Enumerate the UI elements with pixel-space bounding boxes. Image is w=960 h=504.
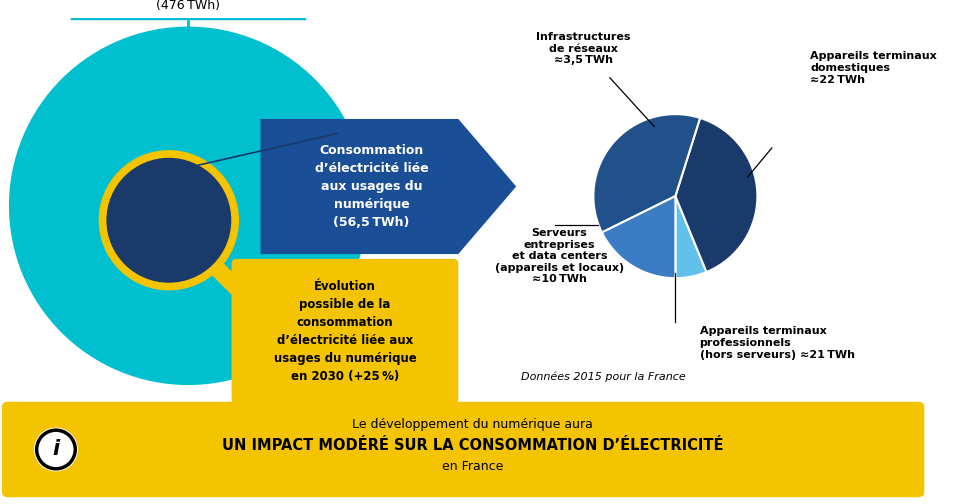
Text: Consommation
d’électricité liée
aux usages du
numérique
(56,5 TWh): Consommation d’électricité liée aux usag…: [315, 144, 428, 229]
Circle shape: [10, 27, 367, 385]
Wedge shape: [602, 196, 676, 278]
Text: Infrastructures
de réseaux
≈3,5 TWh: Infrastructures de réseaux ≈3,5 TWh: [537, 32, 631, 66]
Circle shape: [108, 159, 230, 282]
Text: Le développement du numérique aura: Le développement du numérique aura: [352, 418, 593, 431]
Text: Serveurs
entreprises
et data centers
(appareils et locaux)
≈10 TWh: Serveurs entreprises et data centers (ap…: [495, 228, 624, 284]
Wedge shape: [676, 118, 757, 272]
Text: Appareils terminaux
domestiques
≈22 TWh: Appareils terminaux domestiques ≈22 TWh: [810, 51, 937, 85]
Text: Données 2015 pour la France: Données 2015 pour la France: [521, 371, 685, 382]
Text: Évolution
possible de la
consommation
d’électricité liée aux
usages du numérique: Évolution possible de la consommation d’…: [274, 280, 417, 383]
Text: (476 TWh): (476 TWh): [156, 0, 220, 12]
Wedge shape: [676, 196, 707, 278]
FancyBboxPatch shape: [231, 259, 458, 404]
Circle shape: [100, 151, 238, 290]
Polygon shape: [260, 119, 516, 254]
Text: UN IMPACT MODÉRÉ SUR LA CONSOMMATION D’ÉLECTRICITÉ: UN IMPACT MODÉRÉ SUR LA CONSOMMATION D’É…: [222, 437, 724, 453]
Text: Appareils terminaux
professionnels
(hors serveurs) ≈21 TWh: Appareils terminaux professionnels (hors…: [700, 327, 854, 360]
FancyBboxPatch shape: [2, 402, 924, 497]
Text: i: i: [53, 439, 60, 460]
Wedge shape: [593, 114, 700, 232]
Circle shape: [35, 428, 77, 471]
Text: en France: en France: [443, 460, 503, 473]
